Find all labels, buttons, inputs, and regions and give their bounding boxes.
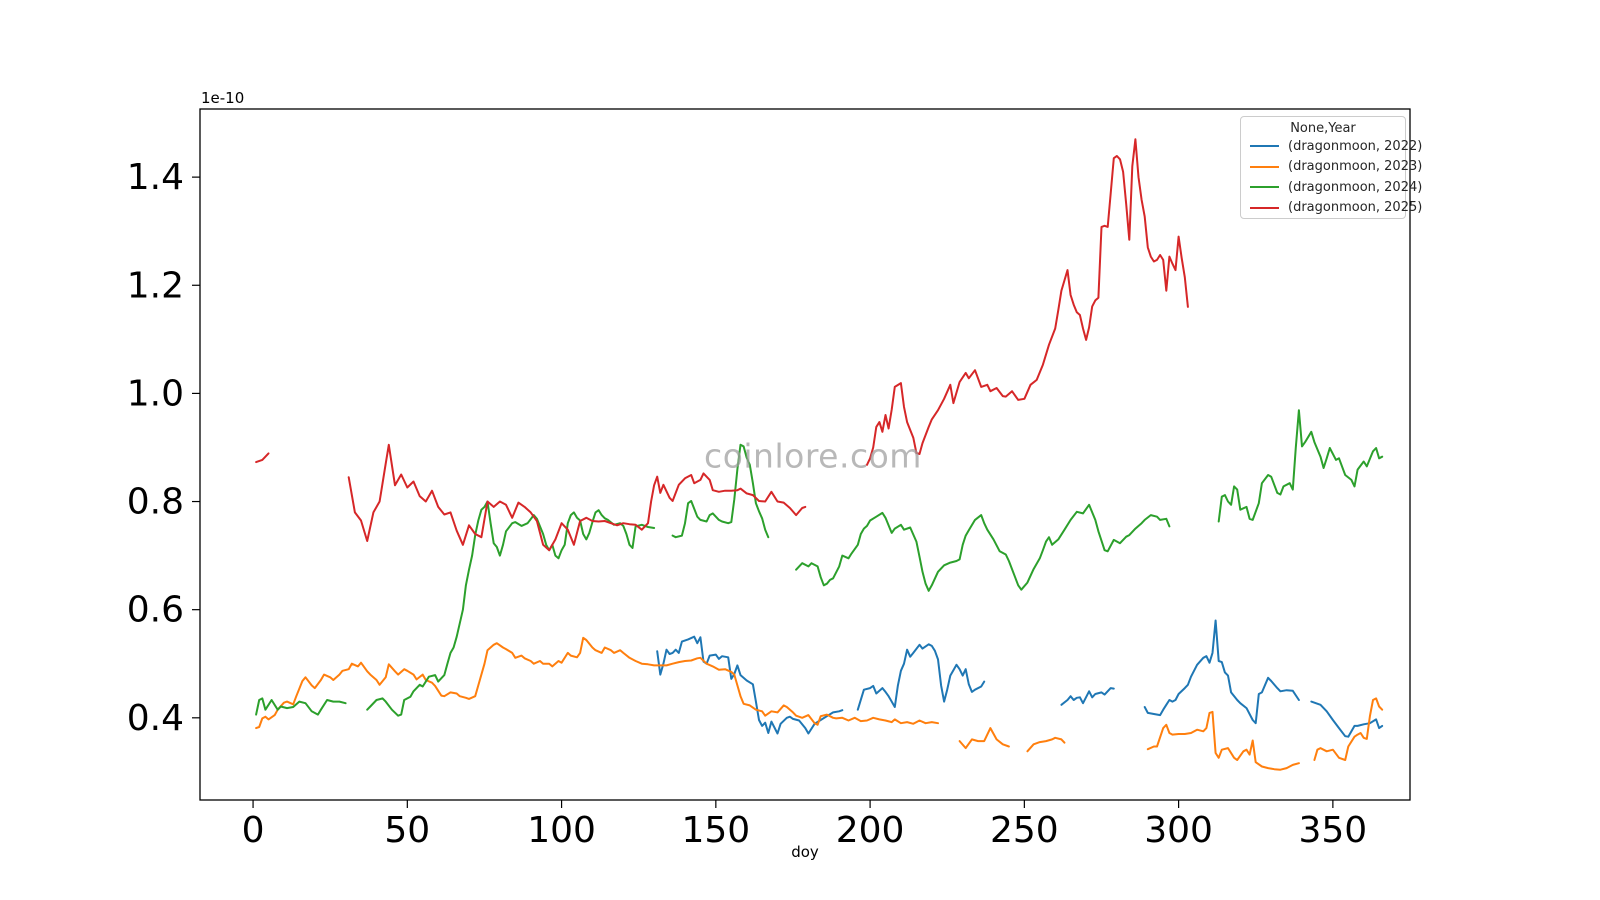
series-line-dragonmoon-2023: [1146, 710, 1300, 771]
legend-items: (dragonmoon, 2022) (dragonmoon, 2023) (dra…: [1241, 136, 1422, 219]
series-line-dragonmoon-2023: [1313, 697, 1384, 761]
legend: None,Year (dragonmoon, 2022) (dragonmoon,…: [1240, 116, 1422, 219]
series-line-dragonmoon-2025: [866, 138, 1189, 466]
y-tick-label: 1.4: [127, 157, 184, 198]
series-line-dragonmoon-2022: [856, 643, 986, 711]
legend-item-label: (dragonmoon, 2024): [1288, 179, 1423, 195]
series-line-dragonmoon-2023: [255, 636, 939, 730]
y-tick-label: 0.4: [127, 698, 184, 739]
series-line-dragonmoon-2024: [795, 503, 1171, 592]
x-tick-label: 100: [527, 810, 596, 851]
x-tick-label: 300: [1144, 810, 1213, 851]
series-line-dragonmoon-2022: [656, 635, 844, 735]
y-axis-offset-label: 1e-10: [201, 89, 245, 107]
x-tick-label: 200: [836, 810, 905, 851]
x-tick-label: 350: [1299, 810, 1368, 851]
y-tick-label: 0.6: [127, 590, 184, 631]
legend-item: (dragonmoon, 2024): [1241, 177, 1422, 198]
legend-item-label: (dragonmoon, 2022): [1288, 138, 1423, 154]
series-line-dragonmoon-2025: [347, 443, 807, 552]
series-line-dragonmoon-2022: [1143, 619, 1300, 725]
y-tick-label: 1.0: [127, 373, 184, 414]
legend-line-swatch: [1250, 206, 1279, 209]
series-line-dragonmoon-2025: [255, 452, 270, 464]
y-tick-label: 1.2: [127, 265, 184, 306]
legend-line-swatch: [1250, 186, 1279, 189]
x-tick-label: 250: [990, 810, 1059, 851]
x-tick-label: 150: [681, 810, 750, 851]
legend-title: None,Year: [1290, 121, 1356, 136]
legend-line-swatch: [1250, 145, 1279, 148]
series-line-dragonmoon-2022: [1310, 700, 1384, 738]
plot-border: [199, 108, 1411, 801]
x-axis-label: doy: [791, 843, 819, 861]
watermark: coinlore.com: [704, 436, 922, 476]
y-tick-label: 0.8: [127, 482, 184, 523]
legend-item-label: (dragonmoon, 2025): [1288, 200, 1423, 216]
legend-item: (dragonmoon, 2022): [1241, 136, 1422, 157]
legend-line-swatch: [1250, 165, 1279, 168]
series-line-dragonmoon-2024: [1217, 409, 1384, 523]
series-line-dragonmoon-2022: [1060, 687, 1115, 706]
legend-item: (dragonmoon, 2023): [1241, 157, 1422, 178]
x-tick-label: 0: [242, 810, 265, 851]
series-line-dragonmoon-2024: [366, 500, 656, 717]
series-line-dragonmoon-2023: [958, 727, 1010, 750]
legend-item: (dragonmoon, 2025): [1241, 198, 1422, 219]
series-line-dragonmoon-2024: [255, 697, 347, 716]
legend-item-label: (dragonmoon, 2023): [1288, 159, 1423, 175]
series-line-dragonmoon-2023: [1026, 736, 1066, 753]
x-tick-label: 50: [384, 810, 430, 851]
